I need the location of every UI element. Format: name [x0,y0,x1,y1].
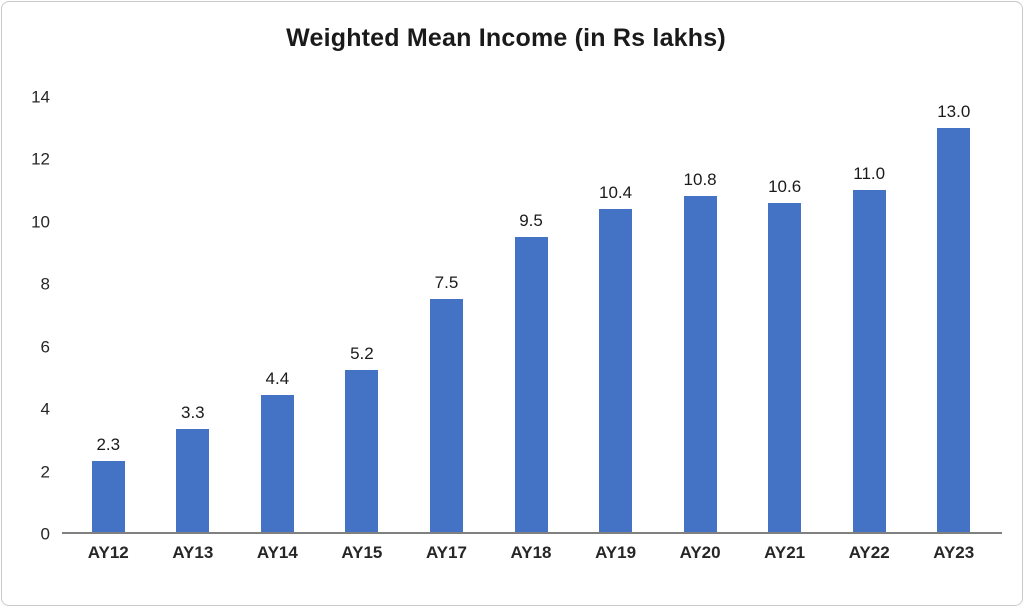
x-tick-label: AY15 [341,543,383,562]
chart-title: Weighted Mean Income (in Rs lakhs) [286,24,726,52]
y-axis: 0 2 4 6 8 10 12 14 [10,89,62,543]
bar [345,370,379,532]
x-tick-label: AY12 [87,543,129,562]
bar-group: 2.3 [66,97,151,532]
x-tick-label: AY22 [848,543,890,562]
x-tick-label: AY14 [256,543,298,562]
y-tick-label: 12 [31,149,50,169]
bar-value-label: 3.3 [181,403,205,423]
y-tick-label: 4 [40,399,50,419]
bar-group: 10.4 [573,97,658,532]
y-tick-label: 2 [40,462,50,482]
bar-group: 3.3 [151,97,236,532]
x-tick-label: AY19 [595,543,637,562]
bar-value-label: 10.4 [599,182,633,202]
bar-value-label: 13.0 [937,102,971,122]
bar-value-label: 10.8 [683,170,717,190]
chart-body: 0 2 4 6 8 10 12 14 2.3 3.3 4.4 5.2 7.5 9.5 10.4 10.8 10… [10,89,1002,563]
x-tick-label: AY20 [679,543,721,562]
bar-group: 11.0 [827,97,912,532]
bar-group: 10.6 [742,97,827,532]
x-tick-label: AY21 [764,543,806,562]
bar [91,460,125,532]
x-tick-label: AY17 [425,543,467,562]
x-axis: AY12 AY13 AY14 AY15 AY17 AY18 AY19 AY20 AY21 AY22… [62,543,1002,563]
bar-value-label: 11.0 [853,164,886,184]
bar-value-label: 9.5 [519,210,543,230]
bar-group: 7.5 [404,97,489,532]
bar [683,196,717,532]
bar-value-label: 7.5 [434,272,459,292]
y-tick-label: 10 [31,212,50,232]
bar [768,202,802,532]
bar [514,236,548,532]
bar [937,128,971,532]
bar-value-label: 5.2 [350,344,374,364]
plot-area: 2.3 3.3 4.4 5.2 7.5 9.5 10.4 10.8 10.6 11.0 13.0 [62,97,1002,534]
bar [176,429,210,532]
x-tick-label: AY13 [172,543,214,562]
bar-group: 9.5 [489,97,574,532]
x-tick-label: AY23 [933,543,975,562]
y-tick-label: 0 [40,524,50,544]
bar [429,298,463,532]
bar [852,190,886,532]
bar-group: 13.0 [911,97,996,532]
bar-value-label: 2.3 [96,434,121,454]
bar-value-label: 4.4 [265,369,290,389]
bar-group: 4.4 [235,97,320,532]
y-tick-label: 8 [40,274,50,294]
bar [260,395,294,532]
x-tick-label: AY18 [510,543,552,562]
y-tick-label: 14 [31,87,50,107]
bar-group: 10.8 [658,97,743,532]
bar-group: 5.2 [320,97,405,532]
bar-value-label: 10.6 [768,176,802,196]
bar [599,208,633,532]
y-tick-label: 6 [40,337,50,357]
